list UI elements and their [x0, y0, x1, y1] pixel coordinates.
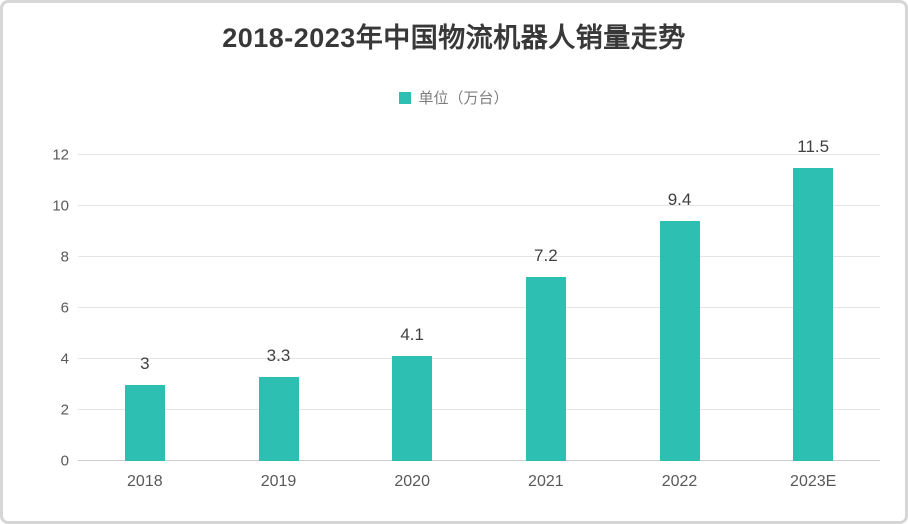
x-axis-tick-label: 2019 — [260, 473, 297, 490]
x-axis-baseline — [78, 460, 880, 461]
chart-title: 2018-2023年中国物流机器人销量走势 — [222, 23, 686, 53]
bar — [258, 376, 299, 461]
bars-layer: 3 2018 3.3 2019 4.1 2020 7.2 2021 9.4 2022 11.5 202… — [78, 138, 880, 490]
y-axis-tick-label: 0 — [60, 452, 69, 470]
bar-value-label: 9.4 — [667, 190, 692, 210]
bar-value-label: 7.2 — [534, 246, 558, 266]
y-axis-tick-label: 12 — [52, 146, 69, 164]
bar-value-label: 11.5 — [797, 136, 830, 156]
bar — [793, 167, 834, 461]
plot-area: 0 2 4 6 8 10 12 3 2018 3.3 2019 4.1 2020 7.2 2021 9.4 20… — [52, 138, 880, 490]
bar-value-label: 3.3 — [266, 345, 291, 365]
bar — [124, 384, 165, 461]
bar-value-label: 3 — [140, 353, 150, 373]
bar-column: 9.4 2022 — [613, 155, 747, 490]
x-axis-tick-label: 2022 — [661, 473, 698, 490]
bar-column: 3.3 2019 — [212, 155, 346, 490]
gridline — [78, 358, 880, 359]
y-axis-tick-label: 6 — [60, 299, 69, 317]
x-axis-tick-label: 2023E — [790, 473, 837, 490]
gridline — [78, 256, 880, 257]
x-axis-tick-label: 2021 — [528, 473, 564, 490]
bar — [659, 221, 700, 461]
bar-column: 7.2 2021 — [479, 155, 613, 490]
gridline — [78, 205, 880, 206]
x-axis-tick-label: 2018 — [127, 473, 163, 490]
gridline — [78, 154, 880, 155]
y-axis-tick-label: 8 — [60, 248, 69, 266]
y-axis-tick-label: 10 — [52, 197, 69, 215]
legend-label: 单位（万台） — [418, 90, 509, 107]
y-axis-tick-label: 4 — [60, 350, 69, 368]
bar-column: 4.1 2020 — [345, 155, 479, 490]
bar — [525, 277, 566, 461]
legend-swatch-icon — [399, 91, 412, 104]
x-axis-tick-label: 2020 — [394, 473, 430, 490]
bar-column: 11.5 2023E — [746, 138, 880, 490]
gridline — [78, 307, 880, 308]
bar-value-label: 4.1 — [400, 325, 424, 345]
legend: 单位（万台） — [3, 87, 905, 108]
bar — [392, 356, 433, 461]
y-axis-tick-label: 2 — [60, 401, 69, 419]
gridline — [78, 409, 880, 410]
bar-column: 3 2018 — [78, 155, 212, 490]
